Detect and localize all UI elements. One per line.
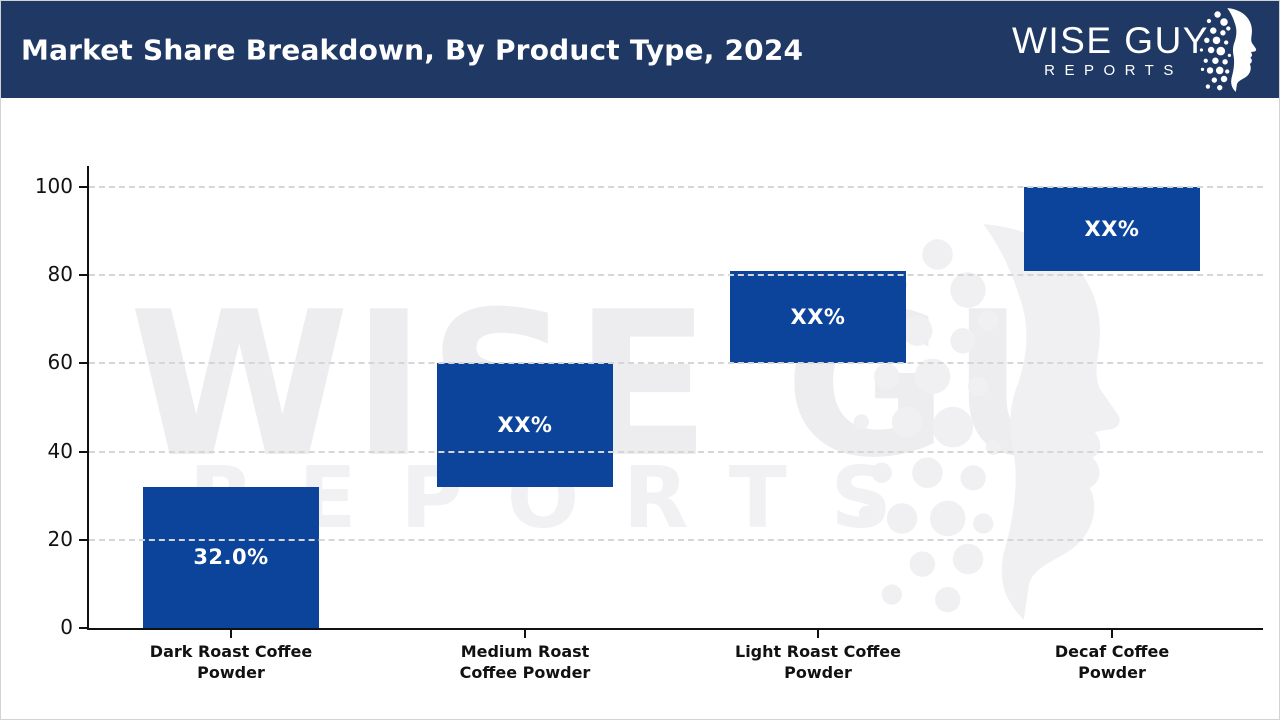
logo-tagline: REPORTS <box>1044 62 1183 79</box>
gridline-40 <box>89 450 1263 453</box>
header-bar: Market Share Breakdown, By Product Type,… <box>1 1 1279 98</box>
bar-4: XX% <box>1024 187 1200 271</box>
y-tick <box>79 627 88 629</box>
logo-name: WISE GUY <box>1011 20 1209 61</box>
dotted-head-icon <box>1195 7 1267 93</box>
x-tick-label: Decaf Coffee Powder <box>1054 642 1170 682</box>
wise-guy-reports-logo: WISE GUY REPORTS <box>1012 7 1267 93</box>
x-tick-label: Medium Roast Coffee Powder <box>459 642 591 682</box>
bar-value-label: XX% <box>790 305 846 330</box>
x-axis-line <box>87 628 1263 630</box>
gridline-100 <box>89 186 1263 188</box>
x-tick <box>817 630 819 638</box>
logo-text: WISE GUY REPORTS <box>1011 20 1209 80</box>
bar-1: 32.0% <box>143 486 319 628</box>
y-tick-label: 40 <box>47 438 73 463</box>
y-tick <box>79 450 88 453</box>
bar-value-label: XX% <box>497 413 553 438</box>
y-tick <box>79 362 88 365</box>
y-tick-label: 80 <box>47 262 73 287</box>
bar-value-label: XX% <box>1084 216 1140 241</box>
x-tick-label: Light Roast Coffee Powder <box>735 642 901 682</box>
y-tick-label: 0 <box>60 615 73 639</box>
y-tick-label: 100 <box>34 174 73 198</box>
y-tick <box>79 186 88 188</box>
x-tick <box>524 630 526 638</box>
gridline-20 <box>89 538 1263 541</box>
y-tick-label: 20 <box>47 526 73 551</box>
page-title: Market Share Breakdown, By Product Type,… <box>21 33 804 66</box>
bar-2: XX% <box>437 363 613 487</box>
y-tick-label: 60 <box>47 350 73 375</box>
bar-value-label: 32.0% <box>193 545 269 570</box>
x-tick <box>230 630 232 638</box>
y-axis-line <box>87 166 89 630</box>
gridline-60 <box>89 362 1263 365</box>
bar-3: XX% <box>730 270 906 364</box>
x-tick <box>1111 630 1113 638</box>
gridline-80 <box>89 274 1263 277</box>
watermark-line1: WISE GU <box>129 269 1115 502</box>
y-tick <box>79 274 88 277</box>
y-tick <box>79 538 88 541</box>
x-tick-label: Dark Roast Coffee Powder <box>149 642 313 682</box>
